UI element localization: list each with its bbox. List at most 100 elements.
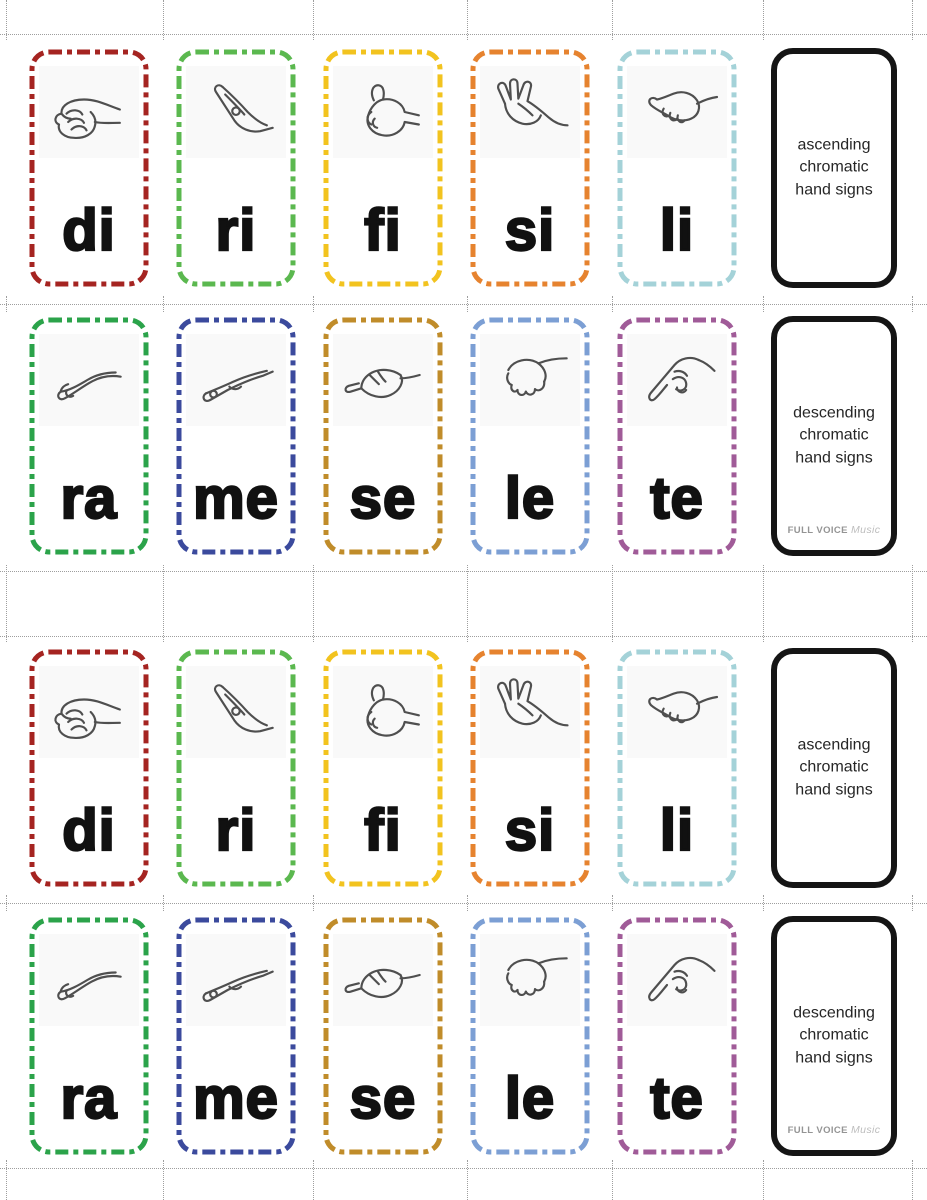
syllable-label: te xyxy=(649,465,704,532)
cut-mark-vertical xyxy=(763,1160,764,1200)
cut-mark-vertical xyxy=(163,565,164,642)
cut-mark-vertical xyxy=(313,1160,314,1200)
cut-mark-vertical xyxy=(467,296,468,312)
cut-mark-vertical xyxy=(467,0,468,40)
open-palm-out-icon xyxy=(480,666,580,758)
card-fi: fi xyxy=(322,648,444,888)
syllable-label: si xyxy=(504,197,556,264)
cut-mark-vertical xyxy=(763,0,764,40)
info-line: hand signs xyxy=(795,1049,873,1067)
hand-angled-down-icon xyxy=(39,334,139,426)
card-ra: ra xyxy=(28,316,150,556)
thumb-up-icon xyxy=(333,66,433,158)
card-ri: ri xyxy=(175,648,297,888)
info-line: descending xyxy=(793,1004,875,1022)
card-di: di xyxy=(28,48,150,288)
info-line: chromatic xyxy=(799,158,869,176)
hand-angled-up-icon xyxy=(186,66,286,158)
cut-mark-vertical xyxy=(313,0,314,40)
card-ri: ri xyxy=(175,48,297,288)
relaxed-hand-down-icon xyxy=(627,66,727,158)
index-down-icon xyxy=(627,934,727,1026)
info-text: descending chromatic hand signs xyxy=(777,1002,891,1069)
ascending-info-card: ascending chromatic hand signs xyxy=(771,48,897,288)
index-down-icon xyxy=(627,334,727,426)
cut-mark-vertical xyxy=(612,565,613,642)
hanging-hand-icon xyxy=(480,334,580,426)
cut-mark-vertical xyxy=(313,296,314,312)
open-palm-out-icon xyxy=(480,66,580,158)
cut-mark-vertical xyxy=(6,565,7,642)
card-le: le xyxy=(469,316,591,556)
descending-info-card: descending chromatic hand signs FULL VOI… xyxy=(771,316,897,556)
syllable-label: se xyxy=(349,465,417,532)
info-text: descending chromatic hand signs xyxy=(777,402,891,469)
syllable-label: ri xyxy=(214,197,257,264)
cut-mark-vertical xyxy=(163,895,164,911)
card-li: li xyxy=(616,648,738,888)
open-palm-up-icon xyxy=(333,934,433,1026)
card-di: di xyxy=(28,648,150,888)
syllable-label: te xyxy=(649,1065,704,1132)
open-palm-up-icon xyxy=(333,334,433,426)
syllable-label: se xyxy=(349,1065,417,1132)
syllable-label: li xyxy=(659,197,695,264)
cut-mark-vertical xyxy=(467,1160,468,1200)
syllable-label: ri xyxy=(214,797,257,864)
syllable-label: di xyxy=(61,797,116,864)
cut-mark-vertical xyxy=(163,1160,164,1200)
cut-mark-vertical xyxy=(163,0,164,40)
cut-mark-vertical xyxy=(612,0,613,40)
relaxed-hand-down-icon xyxy=(627,666,727,758)
info-text: ascending chromatic hand signs xyxy=(777,134,891,201)
card-si: si xyxy=(469,48,591,288)
syllable-label: fi xyxy=(363,197,402,264)
cut-line-horizontal xyxy=(0,304,927,305)
cut-mark-vertical xyxy=(763,895,764,911)
card-si: si xyxy=(469,648,591,888)
card-se: se xyxy=(322,916,444,1156)
cut-mark-vertical xyxy=(612,895,613,911)
info-line: chromatic xyxy=(799,1026,869,1044)
info-line: ascending xyxy=(797,736,871,754)
cut-line-horizontal xyxy=(0,903,927,904)
cut-mark-vertical xyxy=(763,565,764,642)
info-line: hand signs xyxy=(795,781,873,799)
flat-hand-down-icon xyxy=(186,934,286,1026)
syllable-label: di xyxy=(61,197,116,264)
card-li: li xyxy=(616,48,738,288)
cut-mark-vertical xyxy=(6,0,7,40)
cut-mark-vertical xyxy=(163,296,164,312)
cut-line-horizontal xyxy=(0,571,927,572)
fist-icon xyxy=(39,66,139,158)
cut-mark-vertical xyxy=(912,895,913,911)
card-fi: fi xyxy=(322,48,444,288)
syllable-label: si xyxy=(504,797,556,864)
info-text: ascending chromatic hand signs xyxy=(777,734,891,801)
info-line: hand signs xyxy=(795,449,873,467)
ascending-info-card: ascending chromatic hand signs xyxy=(771,648,897,888)
cut-mark-vertical xyxy=(912,296,913,312)
cut-line-horizontal xyxy=(0,636,927,637)
card-te: te xyxy=(616,916,738,1156)
flat-hand-down-icon xyxy=(186,334,286,426)
descending-info-card: descending chromatic hand signs FULL VOI… xyxy=(771,916,897,1156)
fist-icon xyxy=(39,666,139,758)
cut-line-horizontal xyxy=(0,1168,927,1169)
cut-mark-vertical xyxy=(912,0,913,40)
hand-angled-up-icon xyxy=(186,666,286,758)
info-line: descending xyxy=(793,404,875,422)
syllable-label: ra xyxy=(59,465,118,532)
cut-mark-vertical xyxy=(6,1160,7,1200)
cut-line-horizontal xyxy=(0,34,927,35)
thumb-up-icon xyxy=(333,666,433,758)
cut-mark-vertical xyxy=(313,565,314,642)
info-line: hand signs xyxy=(795,181,873,199)
card-se: se xyxy=(322,316,444,556)
cut-mark-vertical xyxy=(467,895,468,911)
cut-mark-vertical xyxy=(912,1160,913,1200)
info-line: chromatic xyxy=(799,758,869,776)
syllable-label: li xyxy=(659,797,695,864)
cut-mark-vertical xyxy=(6,296,7,312)
